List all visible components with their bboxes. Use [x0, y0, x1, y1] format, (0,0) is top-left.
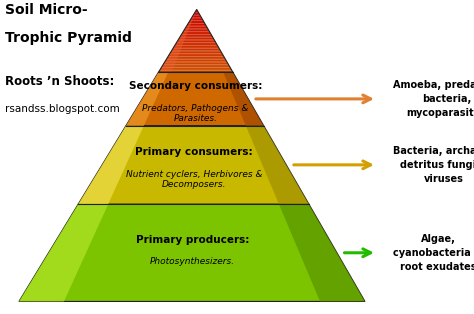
Polygon shape [182, 33, 211, 35]
Polygon shape [191, 17, 202, 19]
Polygon shape [160, 68, 231, 69]
Text: Algae,
cyanobacteria &
root exudates: Algae, cyanobacteria & root exudates [393, 234, 474, 272]
Polygon shape [126, 72, 264, 126]
Polygon shape [182, 31, 210, 33]
Text: Predators, Pathogens &
Parasites.: Predators, Pathogens & Parasites. [142, 104, 248, 123]
Text: Trophic Pyramid: Trophic Pyramid [5, 31, 132, 46]
Polygon shape [169, 53, 223, 55]
Text: Primary producers:: Primary producers: [136, 235, 249, 245]
Text: Soil Micro-: Soil Micro- [5, 3, 87, 17]
Text: rsandss.blogspot.com: rsandss.blogspot.com [5, 104, 119, 114]
Polygon shape [190, 19, 203, 20]
Text: Bacteria, archaea,
detritus fungi &
viruses: Bacteria, archaea, detritus fungi & viru… [393, 146, 474, 184]
Polygon shape [163, 63, 228, 64]
Polygon shape [126, 72, 168, 126]
Polygon shape [187, 24, 206, 25]
Polygon shape [193, 14, 201, 16]
Polygon shape [179, 38, 214, 39]
Text: Amoeba, predatory
bacteria,
mycoparasites: Amoeba, predatory bacteria, mycoparasite… [393, 80, 474, 118]
Polygon shape [194, 13, 200, 14]
Text: Nutrient cyclers, Herbivores &
Decomposers.: Nutrient cyclers, Herbivores & Decompose… [126, 170, 263, 189]
Polygon shape [196, 9, 198, 11]
Polygon shape [162, 64, 229, 66]
Polygon shape [181, 35, 212, 36]
Text: Secondary consumers:: Secondary consumers: [128, 81, 262, 91]
Polygon shape [159, 69, 232, 71]
Polygon shape [175, 44, 218, 46]
Polygon shape [78, 126, 144, 204]
Polygon shape [19, 204, 365, 301]
Polygon shape [183, 30, 210, 31]
Polygon shape [174, 46, 219, 47]
Polygon shape [158, 71, 233, 72]
Polygon shape [164, 61, 228, 63]
Polygon shape [78, 126, 309, 204]
Polygon shape [172, 49, 220, 50]
Polygon shape [189, 20, 204, 22]
Polygon shape [195, 11, 199, 13]
Polygon shape [223, 72, 264, 126]
Polygon shape [246, 126, 309, 204]
Polygon shape [186, 25, 207, 27]
Polygon shape [177, 41, 216, 42]
Polygon shape [176, 42, 217, 44]
Polygon shape [168, 55, 224, 57]
Polygon shape [170, 52, 222, 53]
Polygon shape [180, 36, 213, 38]
Polygon shape [279, 204, 365, 301]
Text: Roots ’n Shoots:: Roots ’n Shoots: [5, 75, 114, 88]
Polygon shape [158, 9, 197, 72]
Polygon shape [192, 16, 201, 17]
Text: Primary consumers:: Primary consumers: [136, 147, 253, 157]
Polygon shape [161, 66, 230, 68]
Polygon shape [166, 58, 226, 60]
Polygon shape [165, 60, 227, 61]
Text: Photosynthesizers.: Photosynthesizers. [150, 257, 235, 267]
Polygon shape [173, 47, 219, 49]
Polygon shape [167, 57, 225, 58]
Polygon shape [171, 50, 221, 52]
Polygon shape [188, 22, 205, 24]
Polygon shape [185, 27, 208, 28]
Polygon shape [19, 204, 108, 301]
Polygon shape [178, 39, 215, 41]
Polygon shape [184, 28, 209, 30]
